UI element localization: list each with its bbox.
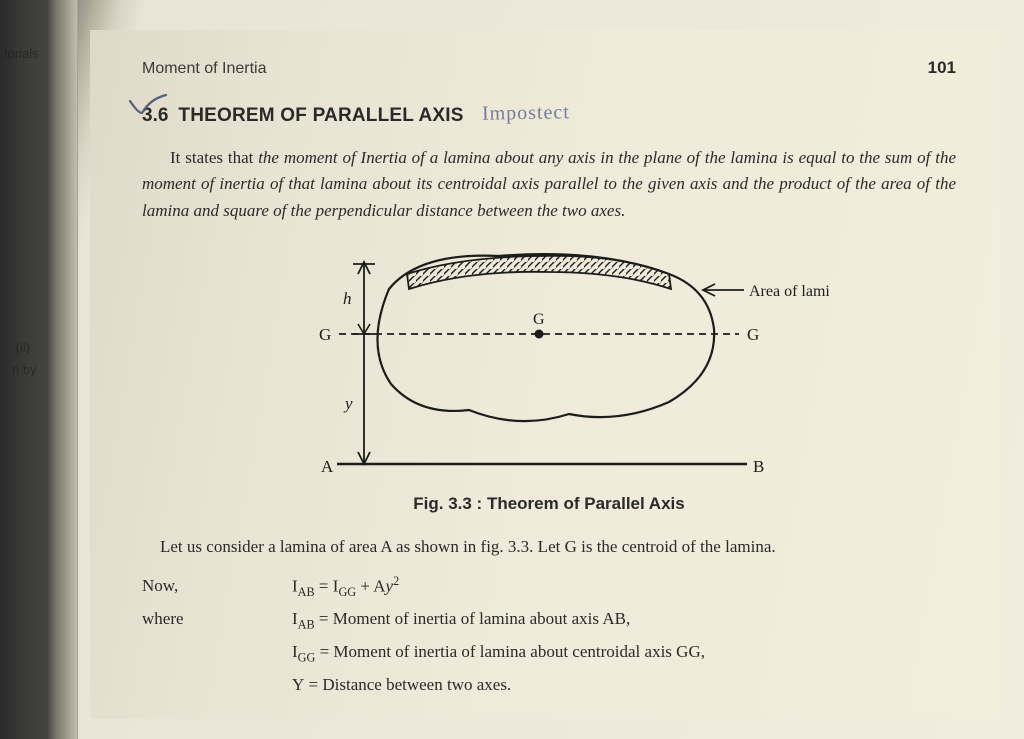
- eq-def-2: Y = Distance between two axes.: [292, 669, 956, 702]
- label-g-right: G: [747, 325, 759, 344]
- running-head: Moment of Inertia: [142, 60, 267, 78]
- equation-row-def-0: where IAB = Moment of inertia of lamina …: [142, 603, 956, 636]
- handwritten-annotation: Impostect: [481, 101, 569, 126]
- label-b: B: [753, 457, 764, 476]
- eq-igg-sub: GG: [338, 585, 356, 599]
- eq-equals1: =: [315, 576, 333, 595]
- label-a: A: [321, 457, 334, 476]
- eq-y: y: [386, 576, 394, 595]
- page-surface: Moment of Inertia 101 3.6 THEOREM OF PAR…: [90, 30, 1000, 719]
- eq-def0-text: = Moment of inertia of lamina about axis…: [315, 609, 631, 628]
- figure-caption: Fig. 3.3 : Theorem of Parallel Axis: [142, 494, 956, 514]
- label-h: h: [343, 289, 352, 308]
- hatched-strip: [407, 256, 671, 289]
- theorem-body: the moment of Inertia of a lamina about …: [142, 148, 956, 220]
- section-number: 3.6: [142, 105, 168, 127]
- eq-plus-a: + A: [356, 576, 385, 595]
- label-g-centroid: G: [533, 311, 545, 328]
- eq-def-1: IGG = Moment of inertia of lamina about …: [292, 636, 956, 669]
- section-title: THEOREM OF PARALLEL AXIS: [178, 105, 463, 127]
- margin-tab-mid1: .(ii): [12, 340, 30, 355]
- section-heading: 3.6 THEOREM OF PARALLEL AXIS Impostect: [142, 104, 956, 127]
- eq-label-now: Now,: [142, 570, 292, 601]
- eq-main: IAB = IGG + Ay2: [292, 570, 956, 604]
- page-number: 101: [928, 58, 956, 78]
- label-y: y: [343, 394, 353, 413]
- paragraph-consider: Let us consider a lamina of area A as sh…: [142, 534, 956, 560]
- eq-def0-sub: AB: [298, 618, 315, 632]
- checkmark-icon: [128, 93, 168, 117]
- eq-def1-text: = Moment of inertia of lamina about cent…: [315, 642, 705, 661]
- theorem-paragraph: It states that the moment of Inertia of …: [142, 145, 956, 224]
- equation-row-def-1: IGG = Moment of inertia of lamina about …: [142, 636, 956, 669]
- label-g-left: G: [319, 325, 331, 344]
- eq-label-where: where: [142, 603, 292, 634]
- theorem-lead: It states that: [170, 148, 258, 167]
- margin-tab-top: torials: [4, 46, 39, 61]
- page-header: Moment of Inertia 101: [142, 58, 956, 78]
- equation-row-main: Now, IAB = IGG + Ay2: [142, 570, 956, 604]
- equation-block: Now, IAB = IGG + Ay2 where IAB = Moment …: [142, 570, 956, 703]
- parallel-axis-diagram: h y G G G A B Area of lamina (A): [269, 234, 829, 484]
- eq-def2-sym: Y: [292, 675, 304, 694]
- figure-wrap: h y G G G A B Area of lamina (A): [142, 234, 956, 484]
- equation-row-def-2: Y = Distance between two axes.: [142, 669, 956, 702]
- eq-def1-sub: GG: [298, 651, 316, 665]
- eq-iab-sub: AB: [298, 585, 315, 599]
- eq-def-0: IAB = Moment of inertia of lamina about …: [292, 603, 956, 636]
- eq-y-exp: 2: [393, 574, 399, 588]
- eq-def2-text: = Distance between two axes.: [304, 675, 511, 694]
- margin-tab-mid2: n by: [12, 362, 37, 377]
- page-curl-shadow: [48, 0, 78, 739]
- centroid-dot: [535, 330, 544, 339]
- label-area: Area of lamina (A): [749, 283, 829, 300]
